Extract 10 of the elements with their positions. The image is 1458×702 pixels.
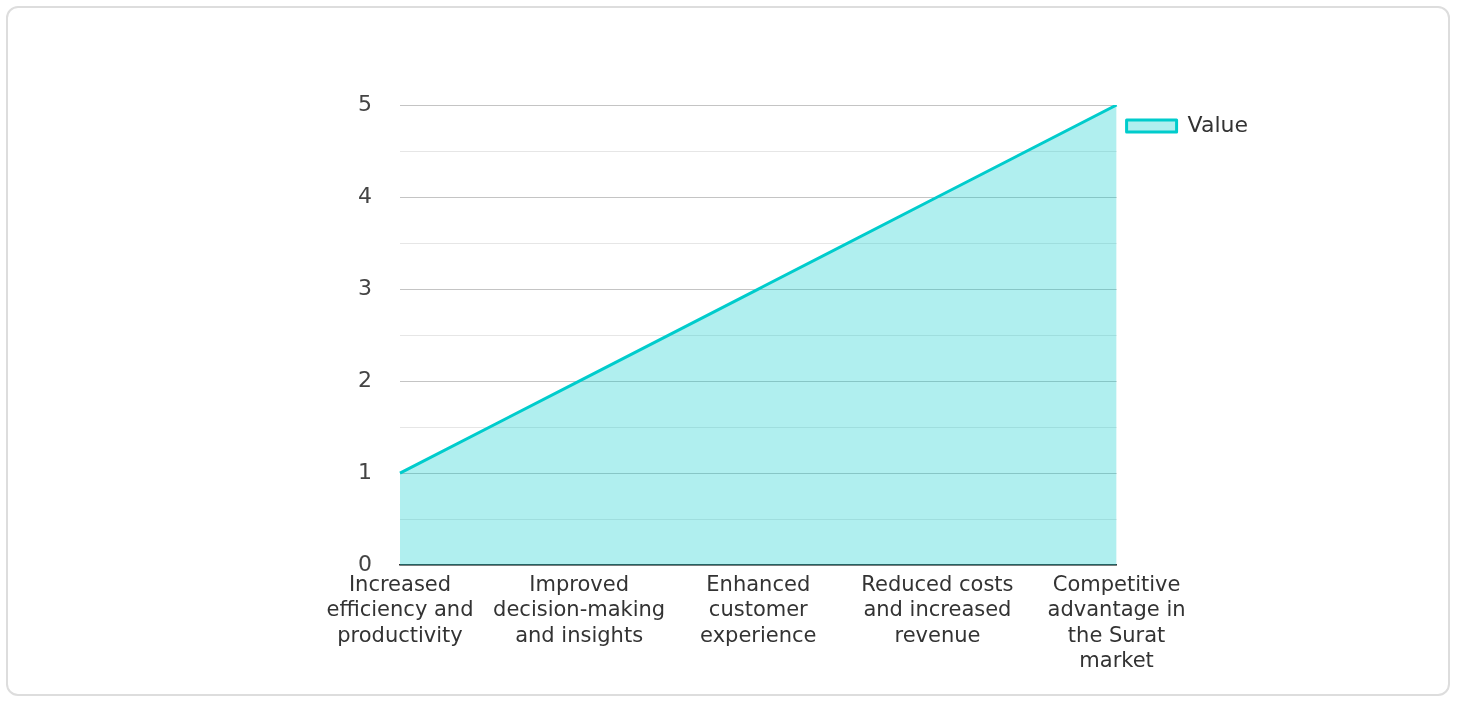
legend-label: Value bbox=[1187, 111, 1249, 137]
x-tick-label: Reduced costs and increased revenue bbox=[861, 572, 1014, 647]
y-tick-label: 5 bbox=[358, 90, 372, 116]
x-tick-label: Improved decision-making and insights bbox=[493, 572, 666, 647]
y-tick-label: 1 bbox=[358, 458, 372, 484]
x-tick-label: Enhanced customer experience bbox=[700, 572, 817, 647]
y-tick-label: 3 bbox=[358, 274, 372, 300]
y-tick-label: 2 bbox=[358, 366, 372, 392]
y-tick-label: 4 bbox=[358, 182, 372, 208]
x-tick-label: Competitive advantage in the Surat market bbox=[1047, 572, 1186, 672]
